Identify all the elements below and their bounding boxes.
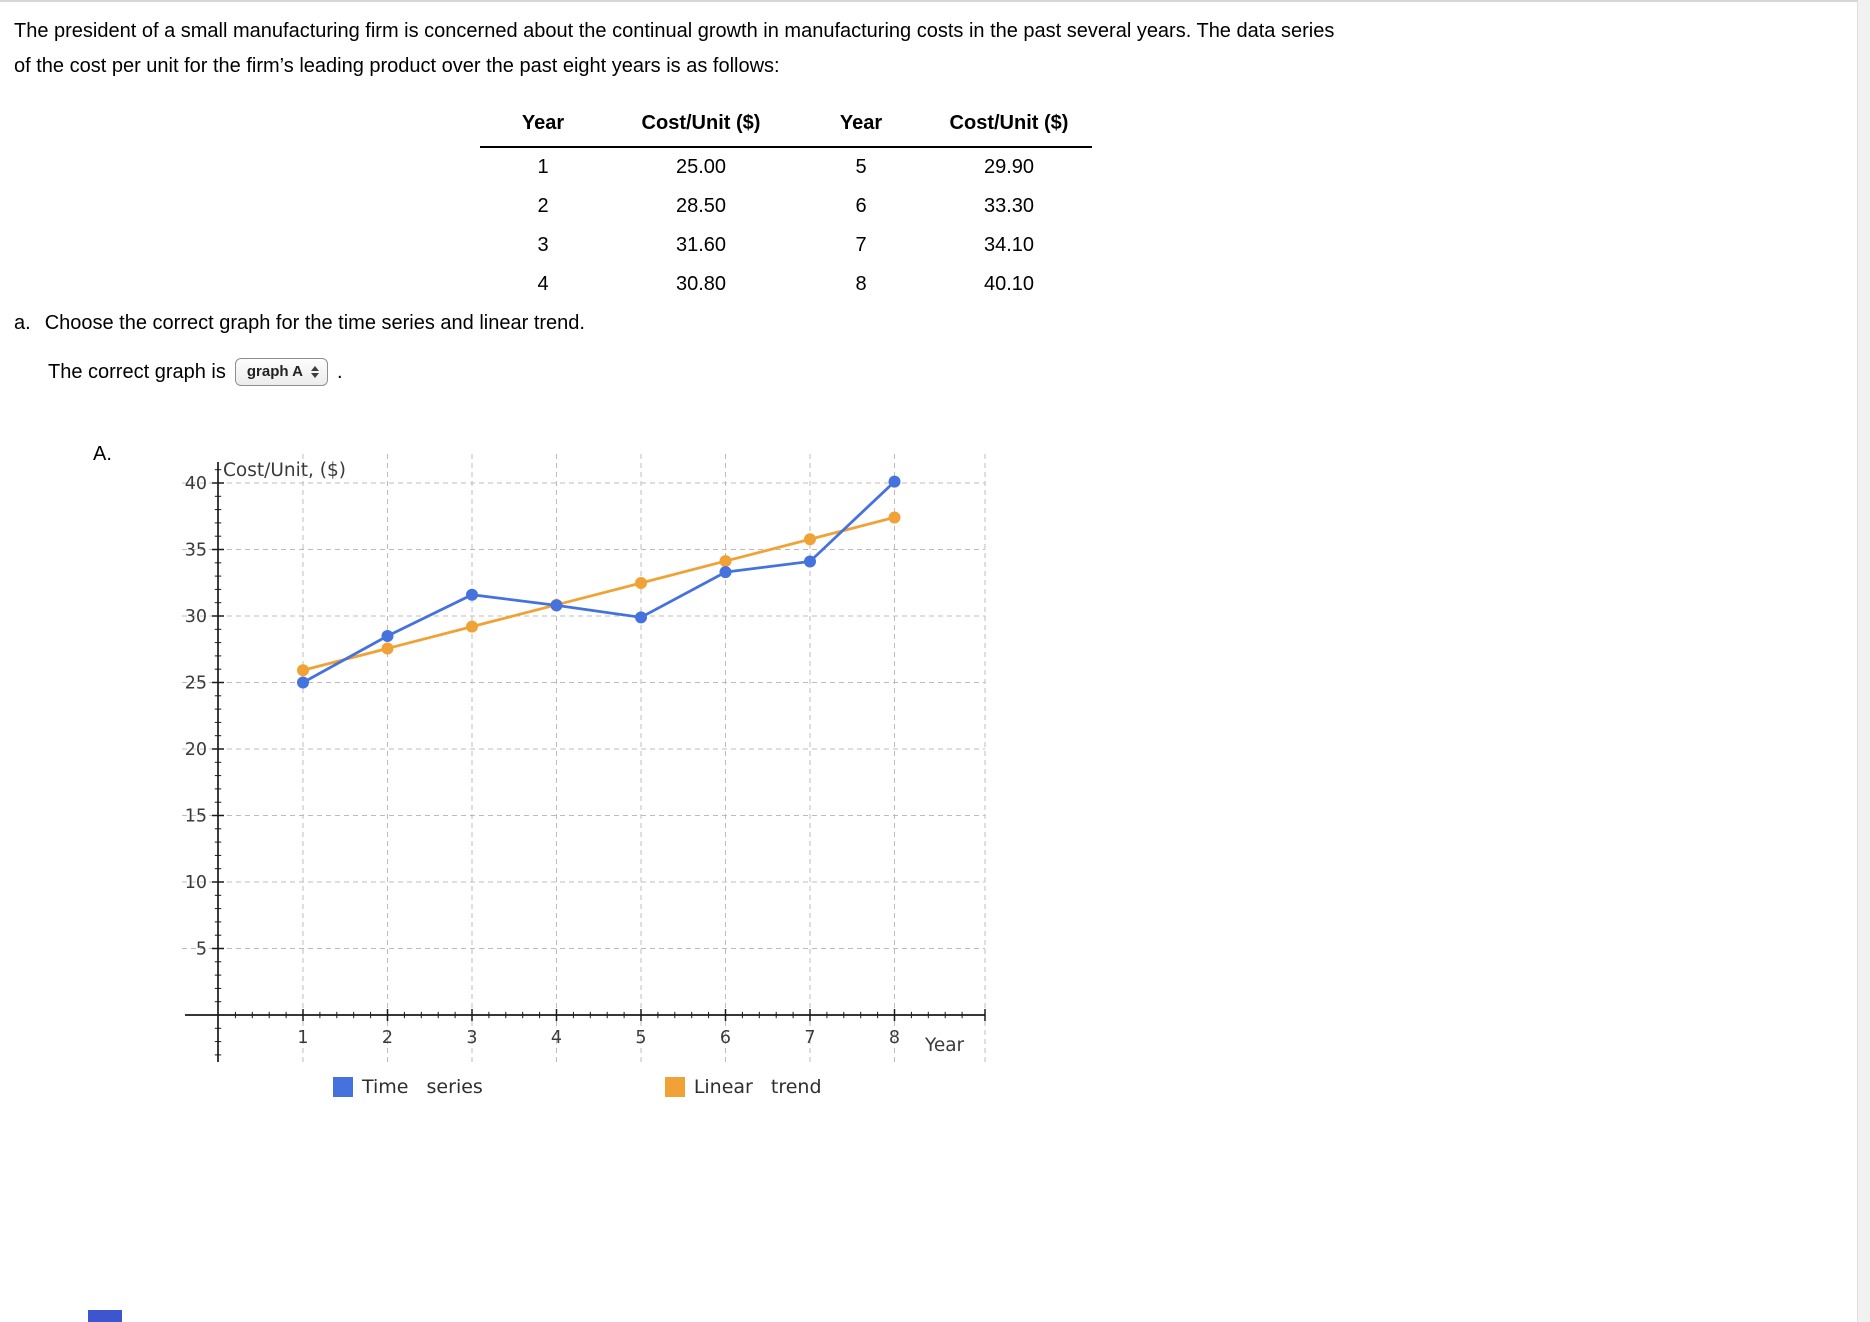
problem-statement-line-1: The president of a small manufacturing f… <box>14 20 1335 42</box>
cost-table-body: 1 25.00 5 29.90 2 28.50 6 33.30 3 31.60 7 34.10 4 30.… <box>480 147 1092 304</box>
answer-suffix: . <box>336 360 343 383</box>
svg-text:Cost/Unit, ($): Cost/Unit, ($) <box>223 460 346 481</box>
table-header-cell: Year <box>521 112 565 134</box>
arrow-down-icon <box>310 372 319 378</box>
partial-bottom-element <box>88 1310 122 1322</box>
legend-item: Time series <box>333 1076 483 1098</box>
chart-svg: 5 10 15 20 25 30 35 40 1 2 3 4 5 6 7 8 Cost/Unit, ($) Yea… <box>182 454 986 1062</box>
table-cell: 6 <box>855 195 867 217</box>
graph-a-chart: 5 10 15 20 25 30 35 40 1 2 3 4 5 6 7 8 Cost/Unit, ($) Yea… <box>180 450 1000 1070</box>
table-cell: 28.50 <box>675 195 727 217</box>
answer-row: The correct graph is graph A . <box>48 354 343 390</box>
table-header-cell: Year <box>839 112 883 134</box>
answer-prefix: The correct graph is <box>48 360 226 383</box>
svg-text:40: 40 <box>185 474 207 494</box>
table-cell: 7 <box>855 234 867 256</box>
table-cell: 29.90 <box>983 156 1035 178</box>
table-cell: 25.00 <box>675 156 727 178</box>
table-cell: 1 <box>537 156 549 178</box>
table-header-cell: Cost/Unit ($) <box>641 112 761 134</box>
svg-text:5: 5 <box>196 940 207 960</box>
table-row: 4 30.80 8 40.10 <box>480 265 1092 304</box>
legend-label: Linear trend <box>693 1076 822 1098</box>
legend-item: Linear trend <box>664 1076 822 1098</box>
table-cell: 4 <box>537 273 549 295</box>
scrollbar-track[interactable] <box>1857 0 1870 1322</box>
svg-text:15: 15 <box>185 807 207 827</box>
question-part-a: a. Choose the correct graph for the time … <box>14 312 585 335</box>
part-label: a. <box>14 312 31 334</box>
svg-text:5: 5 <box>635 1028 646 1048</box>
problem-statement: The president of a small manufacturing f… <box>14 14 1334 84</box>
svg-text:7: 7 <box>804 1028 815 1048</box>
problem-statement-line-2: of the cost per unit for the firm’s lead… <box>14 55 780 77</box>
dropdown-arrows-icon <box>310 365 319 378</box>
graph-select-value: graph A <box>246 363 303 380</box>
table-cell: 40.10 <box>983 273 1035 295</box>
table-row: 2 28.50 6 33.30 <box>480 187 1092 226</box>
svg-text:2: 2 <box>382 1028 393 1048</box>
svg-text:Year: Year <box>924 1035 965 1056</box>
table-cell: 3 <box>537 234 549 256</box>
table-cell: 31.60 <box>675 234 727 256</box>
legend-label: Time series <box>362 1076 483 1098</box>
svg-text:8: 8 <box>889 1028 900 1048</box>
graph-select-dropdown[interactable]: graph A <box>234 358 328 386</box>
question-prompt: Choose the correct graph for the time se… <box>44 312 585 334</box>
legend-swatch <box>664 1077 685 1097</box>
svg-text:4: 4 <box>551 1028 562 1048</box>
legend-swatch <box>333 1077 353 1097</box>
table-cell: 8 <box>855 273 867 295</box>
cost-table: Year Cost/Unit ($) Year Cost/Unit ($) 1 25.0… <box>480 112 1092 304</box>
svg-text:1: 1 <box>297 1028 308 1048</box>
svg-text:30: 30 <box>185 607 207 627</box>
table-cell: 30.80 <box>675 273 727 295</box>
table-cell: 2 <box>537 195 549 217</box>
table-row: 1 25.00 5 29.90 <box>480 147 1092 187</box>
table-header-cell: Cost/Unit ($) <box>949 112 1069 134</box>
table-row: 3 31.60 7 34.10 <box>480 226 1092 265</box>
cost-table-header-row: Year Cost/Unit ($) Year Cost/Unit ($) <box>480 112 1092 147</box>
svg-text:3: 3 <box>466 1028 477 1048</box>
svg-text:6: 6 <box>720 1028 731 1048</box>
table-cell: 33.30 <box>983 195 1035 217</box>
svg-text:10: 10 <box>185 873 207 893</box>
svg-text:25: 25 <box>185 674 207 694</box>
table-cell: 34.10 <box>983 234 1035 256</box>
svg-text:35: 35 <box>185 541 207 561</box>
window-top-border <box>0 0 1870 2</box>
arrow-up-icon <box>310 365 319 371</box>
chart-legend: Time series Linear trend <box>333 1076 822 1098</box>
table-cell: 5 <box>855 156 867 178</box>
graph-option-label: A. <box>93 443 112 465</box>
svg-text:20: 20 <box>185 740 207 760</box>
